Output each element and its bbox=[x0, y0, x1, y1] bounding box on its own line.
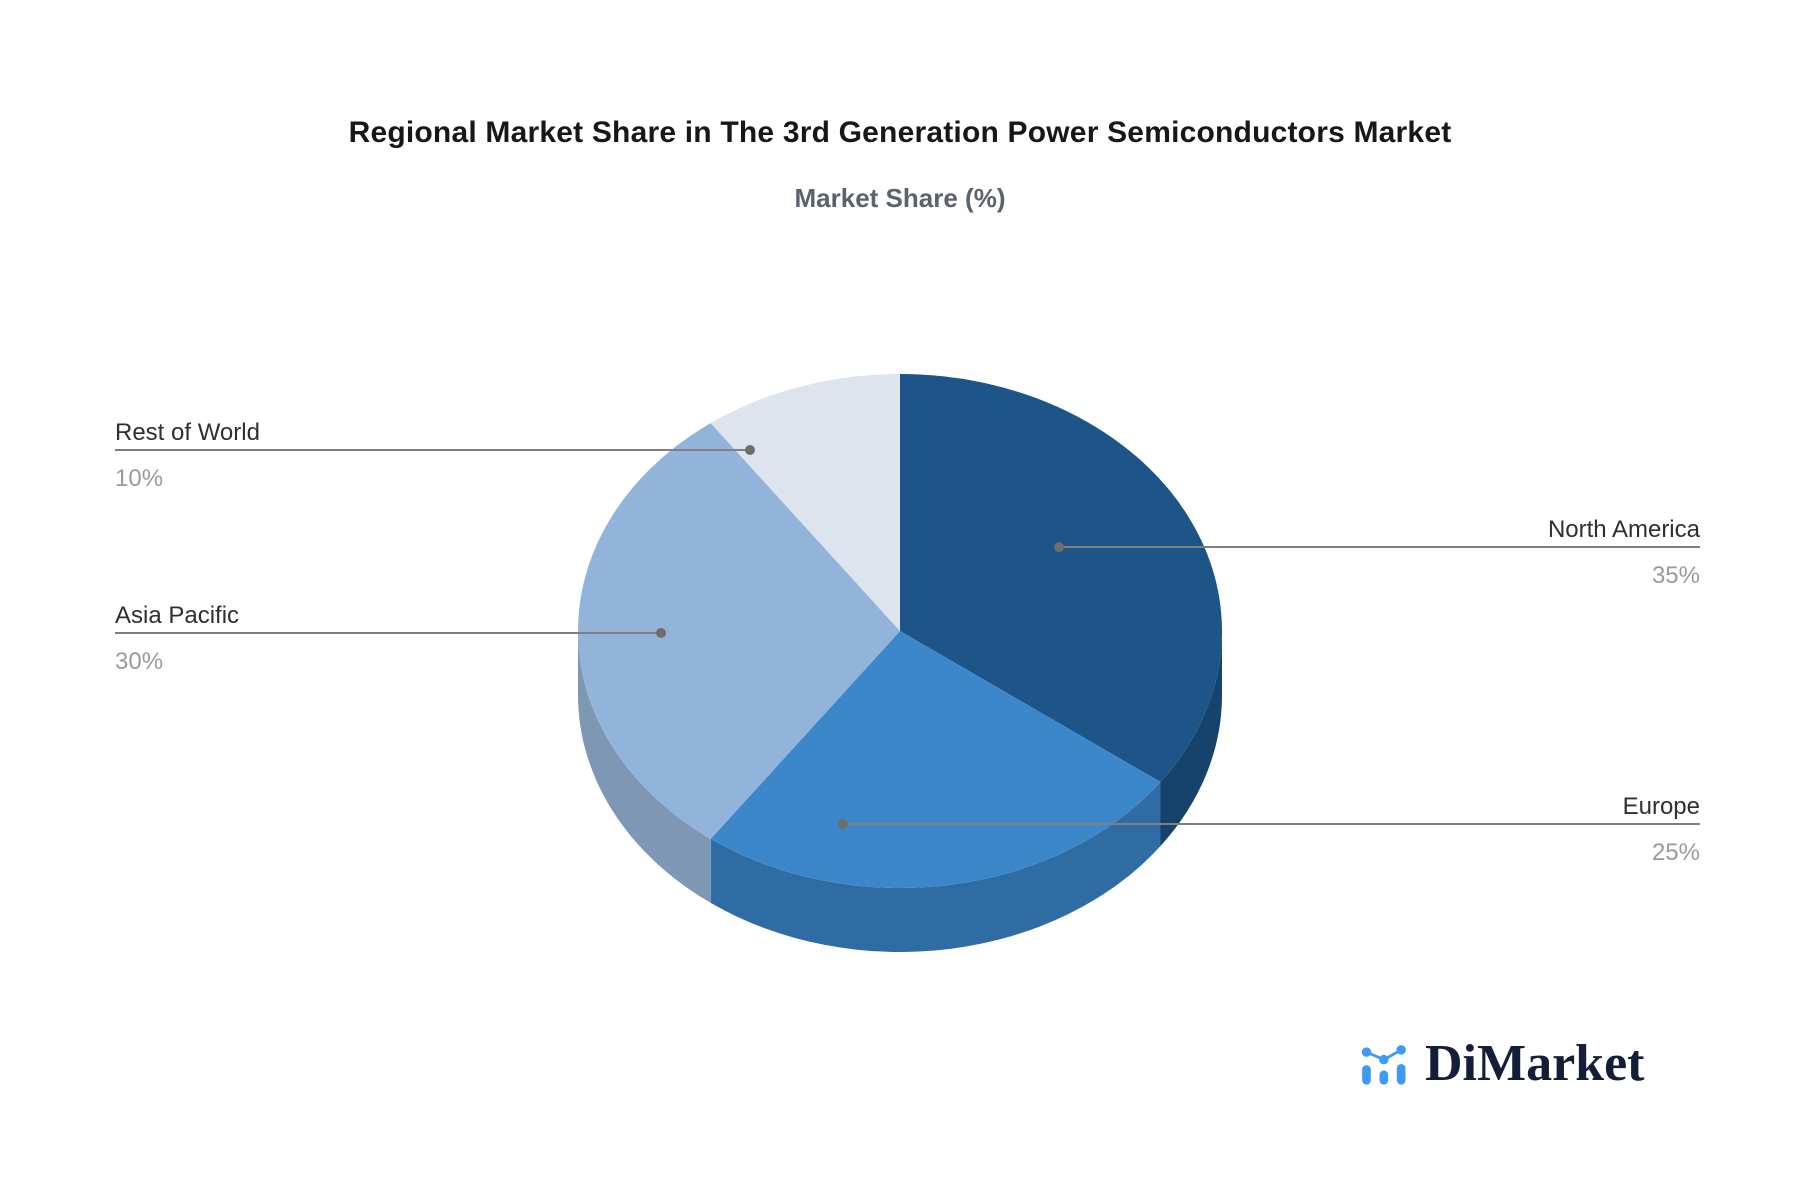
leader-dot-asia-pacific bbox=[656, 628, 666, 638]
dimarket-logo: DiMarket bbox=[1360, 1038, 1644, 1090]
slice-percent-north-america: 35% bbox=[1652, 562, 1700, 589]
slice-label-europe: Europe bbox=[1623, 793, 1700, 820]
chart-title: Regional Market Share in The 3rd Generat… bbox=[348, 116, 1452, 149]
logo-text: DiMarket bbox=[1425, 1035, 1645, 1092]
leader-dot-europe bbox=[838, 819, 848, 829]
leader-dot-north-america bbox=[1054, 542, 1064, 552]
pie-slice-side-europe bbox=[710, 782, 1161, 953]
slice-label-rest-of-world: Rest of World bbox=[115, 419, 260, 446]
pie-slice-side-asia-pacific bbox=[578, 631, 711, 903]
pie-slice-asia-pacific[interactable] bbox=[577, 423, 900, 839]
slice-label-north-america: North America bbox=[1548, 516, 1701, 543]
chart-subtitle: Market Share (%) bbox=[794, 183, 1006, 213]
pie-slice-rest-of-world[interactable] bbox=[710, 374, 900, 631]
slice-label-asia-pacific: Asia Pacific bbox=[115, 602, 239, 629]
bar-line-chart-icon bbox=[1361, 1045, 1406, 1085]
pie-slice-north-america[interactable] bbox=[900, 374, 1222, 783]
leader-dot-rest-of-world bbox=[745, 445, 755, 455]
pie-slice-side-north-america bbox=[1160, 631, 1222, 847]
slice-percent-rest-of-world: 10% bbox=[115, 465, 163, 492]
slice-percent-asia-pacific: 30% bbox=[115, 648, 163, 675]
slice-percent-europe: 25% bbox=[1652, 839, 1700, 866]
